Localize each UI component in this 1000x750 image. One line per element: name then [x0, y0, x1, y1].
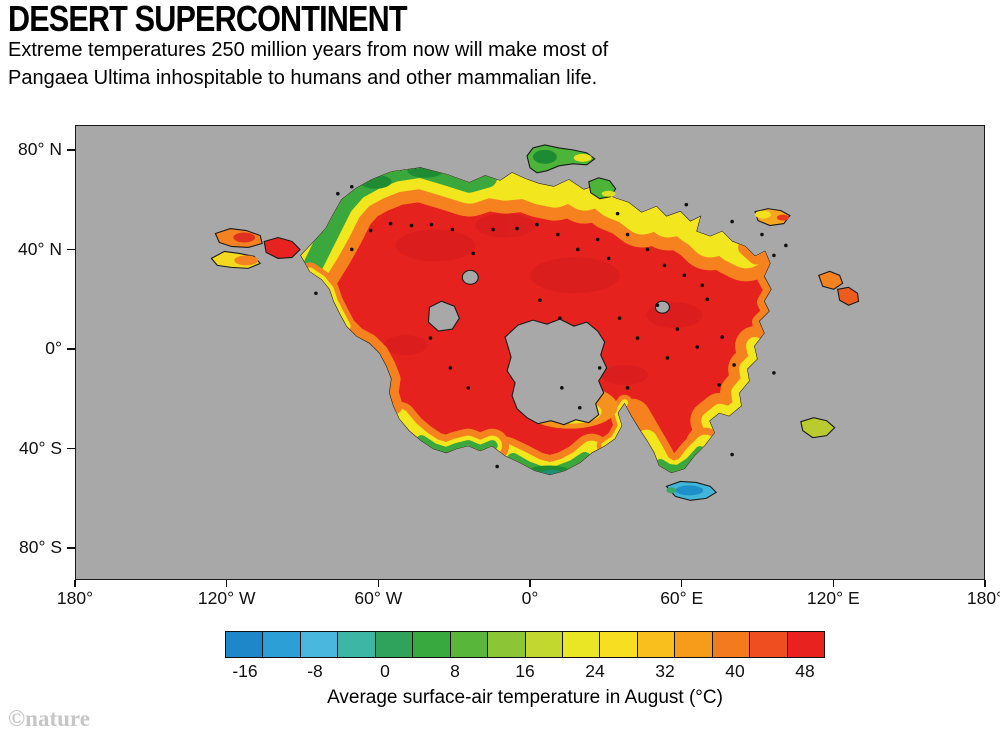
inland-sea — [427, 269, 670, 426]
subtitle-line-1: Extreme temperatures 250 million years f… — [8, 39, 609, 61]
southeast-island — [800, 417, 836, 439]
colorbar-tick-label: 32 — [655, 661, 675, 681]
colorbar-cell — [300, 632, 339, 657]
colorbar-cell — [450, 632, 489, 657]
colorbar-tick-label: 24 — [585, 661, 605, 681]
x-axis-tick-label: 120° W — [197, 588, 256, 608]
x-axis-tick-label: 60° E — [660, 588, 704, 608]
colorbar-tick-label: 40 — [725, 661, 745, 681]
north-polar-island — [526, 144, 596, 174]
x-axis-tick-label: 180° — [56, 588, 94, 608]
northeast-far-island — [754, 208, 791, 227]
x-axis-tick — [225, 580, 228, 587]
colorbar-cell — [263, 632, 301, 657]
colorbar-cell — [562, 632, 601, 657]
x-axis-tick-label: 60° W — [354, 588, 403, 608]
y-axis-tick — [67, 547, 75, 549]
y-axis-tick-label: 40° S — [19, 437, 62, 458]
colorbar-cell — [675, 632, 713, 657]
y-axis-tick-label: 80° S — [19, 537, 62, 557]
colorbar-tick-label: 0 — [380, 661, 390, 681]
colorbar-cell — [525, 632, 563, 657]
colorbar-cell — [338, 632, 376, 657]
x-axis-tick — [680, 580, 683, 587]
colorbar-cell — [787, 632, 824, 657]
colorbar-cell — [600, 632, 638, 657]
x-axis-tick — [984, 580, 986, 587]
y-axis-tick-label: 40° N — [18, 238, 62, 259]
x-axis-tick-label: 180° — [966, 588, 1000, 608]
colorbar-cell — [375, 632, 414, 657]
figure-title: DESERT SUPERCONTINENT — [8, 0, 408, 39]
eastern-islands — [818, 270, 860, 306]
colorbar-tick-label: 48 — [795, 661, 815, 681]
far-south-cold-island — [665, 480, 718, 501]
western-archipelago — [210, 227, 301, 269]
y-axis-tick-label: 0° — [45, 338, 62, 358]
subtitle-line-2: Pangaea Ultima inhospitable to humans an… — [8, 67, 598, 89]
y-axis-tick — [67, 348, 75, 350]
colorbar-cell — [750, 632, 788, 657]
y-axis-tick — [67, 149, 75, 151]
colorbar-cell — [413, 632, 451, 657]
colorbar — [225, 631, 825, 658]
colorbar-caption: Average surface-air temperature in Augus… — [327, 687, 723, 708]
x-axis-tick — [832, 580, 835, 587]
figure-subtitle: Extreme temperatures 250 million years f… — [8, 36, 608, 92]
x-axis-tick — [529, 580, 531, 587]
x-axis-tick — [377, 580, 380, 587]
map-plot-area — [75, 125, 985, 580]
nature-credit: ©nature — [8, 706, 90, 731]
colorbar-tick-label: -8 — [307, 661, 323, 681]
colorbar-tick-label: 8 — [450, 661, 460, 681]
colorbar-tick-label: -16 — [232, 661, 258, 681]
y-axis-tick — [67, 447, 75, 450]
pangaea-ultima-map — [210, 144, 860, 501]
colorbar-cell — [637, 632, 676, 657]
x-axis-tick-label: 120° E — [806, 588, 860, 608]
colorbar-tick-labels: -16 -8 0 8 16 24 32 40 48 — [225, 661, 825, 683]
supercontinent — [300, 167, 772, 476]
x-axis-tick-label: 0° — [521, 588, 539, 608]
colorbar-tick-label: 16 — [515, 661, 535, 681]
islands — [210, 144, 860, 501]
colorbar-cell — [226, 632, 264, 657]
y-axis-tick — [67, 248, 75, 251]
small-lakes-and-islets — [314, 184, 788, 469]
x-axis-tick — [74, 580, 76, 587]
northeast-green-island — [588, 177, 617, 200]
y-axis-tick-label: 80° N — [18, 139, 62, 159]
colorbar-cell — [488, 632, 526, 657]
colorbar-cell — [712, 632, 751, 657]
